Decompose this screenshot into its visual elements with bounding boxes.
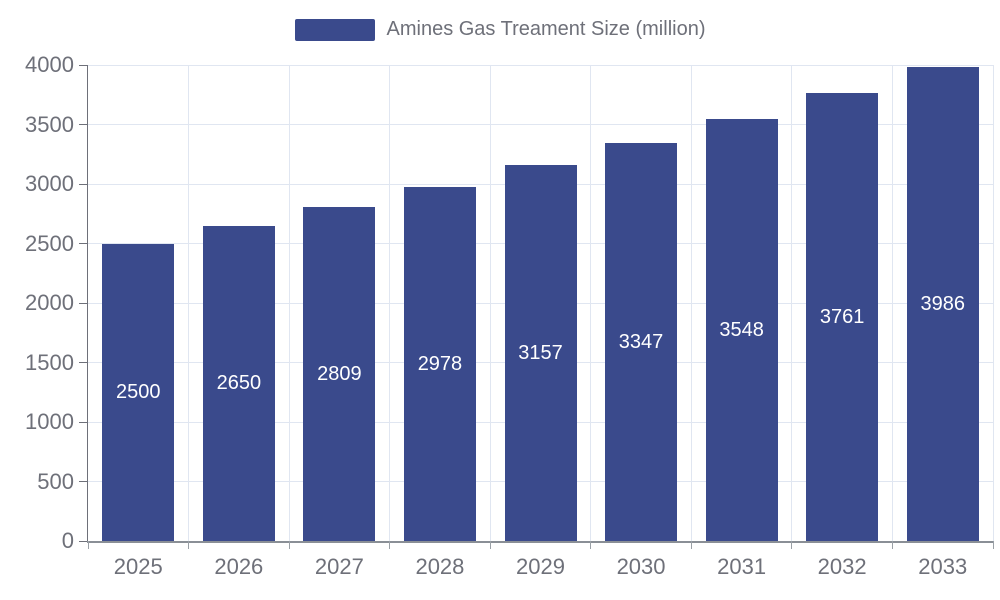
bar[interactable]: 3761 [806,93,879,541]
y-axis-tick [79,481,87,482]
bar[interactable]: 3157 [504,165,577,541]
gridline-horizontal [88,64,993,66]
bar[interactable]: 3986 [906,66,979,541]
x-tick-label: 2031 [717,554,767,579]
bar-value-label: 3986 [920,292,965,315]
bar-value-label: 2978 [417,352,463,375]
x-tick-label: 2033 [918,554,968,579]
y-axis-tick [79,183,87,185]
y-axis-tick [79,64,87,66]
gridline-horizontal [88,124,993,125]
bar-value-label: 3347 [618,330,664,353]
bar-value-label: 3548 [719,318,764,341]
x-axis-tick [690,541,692,549]
gridline-vertical [288,65,290,541]
x-tick-label: 2025 [113,554,163,579]
x-tick-label: 2032 [817,554,867,579]
x-tick-label: 2030 [616,554,666,579]
x-axis-line [87,541,994,543]
bar-value-label: 3761 [819,306,865,329]
y-tick-label: 3500 [25,111,74,137]
bar-value-label: 2809 [317,362,362,385]
x-tick-label: 2027 [314,554,364,579]
bar[interactable]: 2809 [303,206,376,541]
x-axis-tick [87,541,89,549]
y-tick-label: 0 [61,528,74,553]
x-axis-tick [791,541,793,549]
gridline-vertical [992,65,994,541]
x-axis-tick [389,541,391,549]
y-axis-tick [79,421,87,423]
x-axis-tick [489,541,491,549]
y-axis-tick [79,243,87,244]
x-axis-tick [288,541,290,549]
y-tick-label: 1000 [25,409,74,434]
y-axis-tick [79,540,87,542]
x-axis-tick [188,541,190,549]
plot-area: 0 500 1000 1500 2000 2500 3000 3500 4000 2500 2025… [25,53,994,579]
gridline-vertical [791,65,793,541]
y-tick-label: 1500 [25,349,74,375]
x-axis-tick [891,541,893,549]
gridline-vertical [891,65,893,541]
y-axis-tick [79,124,87,125]
bar[interactable]: 2978 [403,186,476,541]
x-axis-tick [590,541,592,549]
y-tick-label: 3000 [25,171,74,196]
y-axis-tick [79,362,87,363]
bar-value-label: 2500 [116,381,161,404]
bar[interactable]: 2500 [102,243,175,541]
bar-value-label: 2650 [216,372,262,395]
y-tick-label: 2000 [25,290,74,315]
y-axis-line [87,65,88,541]
gridline-vertical [489,65,491,541]
y-axis-tick [79,302,87,304]
legend-label: Amines Gas Treament Size (million) [386,18,706,40]
gridline-vertical [590,65,592,541]
gridline-vertical [690,65,692,541]
legend: Amines Gas Treament Size (million) [0,18,1000,41]
bar[interactable]: 3347 [605,142,678,541]
x-tick-label: 2029 [516,554,565,579]
bar-value-label: 3157 [518,342,563,365]
legend-swatch [294,18,375,41]
x-tick-label: 2028 [415,554,465,579]
y-tick-label: 500 [37,468,74,494]
gridline-vertical [188,65,190,541]
bar[interactable]: 2650 [202,225,275,541]
x-axis-tick [992,541,994,549]
gridline-vertical [389,65,391,541]
y-tick-label: 2500 [25,230,74,256]
bar[interactable]: 3548 [705,118,778,541]
y-tick-label: 4000 [25,52,74,77]
x-tick-label: 2026 [214,554,264,579]
legend-item[interactable]: Amines Gas Treament Size (million) [294,18,706,41]
